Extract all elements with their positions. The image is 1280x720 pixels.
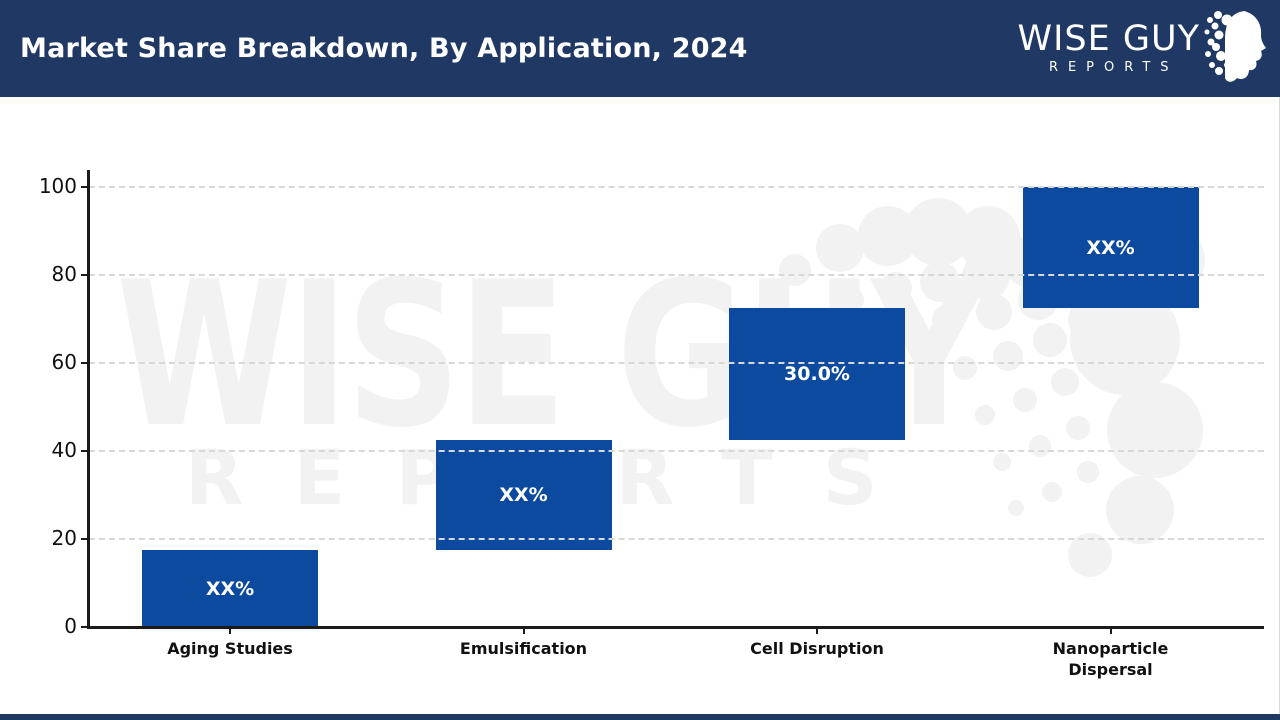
y-tick	[81, 626, 89, 628]
x-tick-label: Emulsification	[459, 639, 588, 658]
gridline	[89, 450, 1264, 452]
page-title: Market Share Breakdown, By Application, …	[20, 33, 748, 64]
y-tick-label: 100	[38, 174, 77, 198]
x-tick-label: Aging Studies	[167, 639, 293, 658]
y-tick-label: 40	[51, 438, 77, 462]
y-tick	[81, 450, 89, 452]
watermark-dot	[1051, 368, 1079, 396]
watermark-dot	[993, 341, 1023, 371]
watermark-dot	[1106, 476, 1174, 544]
y-tick-label: 0	[64, 614, 77, 638]
watermark-dot	[993, 453, 1011, 471]
watermark-dot	[816, 224, 864, 272]
brand-wordmark-text: WISE GUY	[1017, 19, 1200, 59]
y-tick-label: 20	[51, 526, 77, 550]
x-tick	[1109, 628, 1112, 634]
bar-value-label: XX%	[205, 577, 255, 600]
y-axis	[87, 170, 90, 629]
watermark-dot	[1029, 435, 1051, 457]
bar-cell-disruption: 30.0%	[729, 308, 905, 440]
y-tick-label: 60	[51, 350, 77, 374]
bar-nanoparticle-dispersal: XX%	[1022, 187, 1199, 308]
brand-reports-text: REPORTS	[1048, 60, 1179, 75]
gridline	[89, 362, 1264, 364]
app-header: Market Share Breakdown, By Application, …	[0, 0, 1280, 97]
watermark-dot	[1107, 382, 1203, 478]
watermark-dot	[1008, 500, 1024, 516]
watermark-dot	[1077, 461, 1099, 483]
watermark-dot	[953, 356, 977, 380]
x-tick	[229, 628, 231, 634]
y-tick-label: 80	[51, 262, 77, 286]
bar-value-label: 30.0%	[784, 363, 850, 385]
y-tick	[81, 186, 89, 188]
watermark-dot	[975, 405, 995, 425]
y-tick	[81, 538, 89, 540]
gridline	[89, 274, 1264, 276]
watermark-dot	[1013, 388, 1037, 412]
y-tick	[81, 362, 89, 364]
x-tick	[816, 628, 818, 634]
watermark-dot	[1042, 482, 1062, 502]
brand-logo: WISE GUY REPORTS	[1017, 8, 1268, 88]
bar-emulsification: XX%	[435, 440, 612, 550]
watermark-dot	[976, 294, 1012, 330]
bar-value-label: XX%	[1086, 236, 1135, 259]
watermark-dot	[779, 254, 811, 286]
x-tick-label: Cell Disruption	[750, 639, 884, 658]
wise-guy-head-icon	[1204, 11, 1266, 82]
x-tick	[522, 628, 525, 634]
watermark-dot	[932, 304, 964, 336]
bar-aging-studies: XX%	[142, 550, 318, 627]
footer-bar	[0, 714, 1280, 720]
watermark-dot	[962, 252, 1010, 300]
brand-wordmark: WISE GUY REPORTS	[1017, 19, 1200, 75]
watermark-dot	[1068, 533, 1112, 577]
gridline	[89, 538, 1264, 540]
gridline	[89, 186, 1264, 188]
watermark-dot	[1033, 323, 1067, 357]
x-tick-label: Nanoparticle Dispersal	[1052, 639, 1169, 679]
watermark-dot	[920, 262, 960, 302]
watermark-dot	[880, 272, 912, 304]
x-axis	[87, 626, 1264, 629]
y-tick	[81, 274, 89, 276]
bar-value-label: XX%	[499, 484, 548, 506]
watermark-dot	[1066, 416, 1090, 440]
